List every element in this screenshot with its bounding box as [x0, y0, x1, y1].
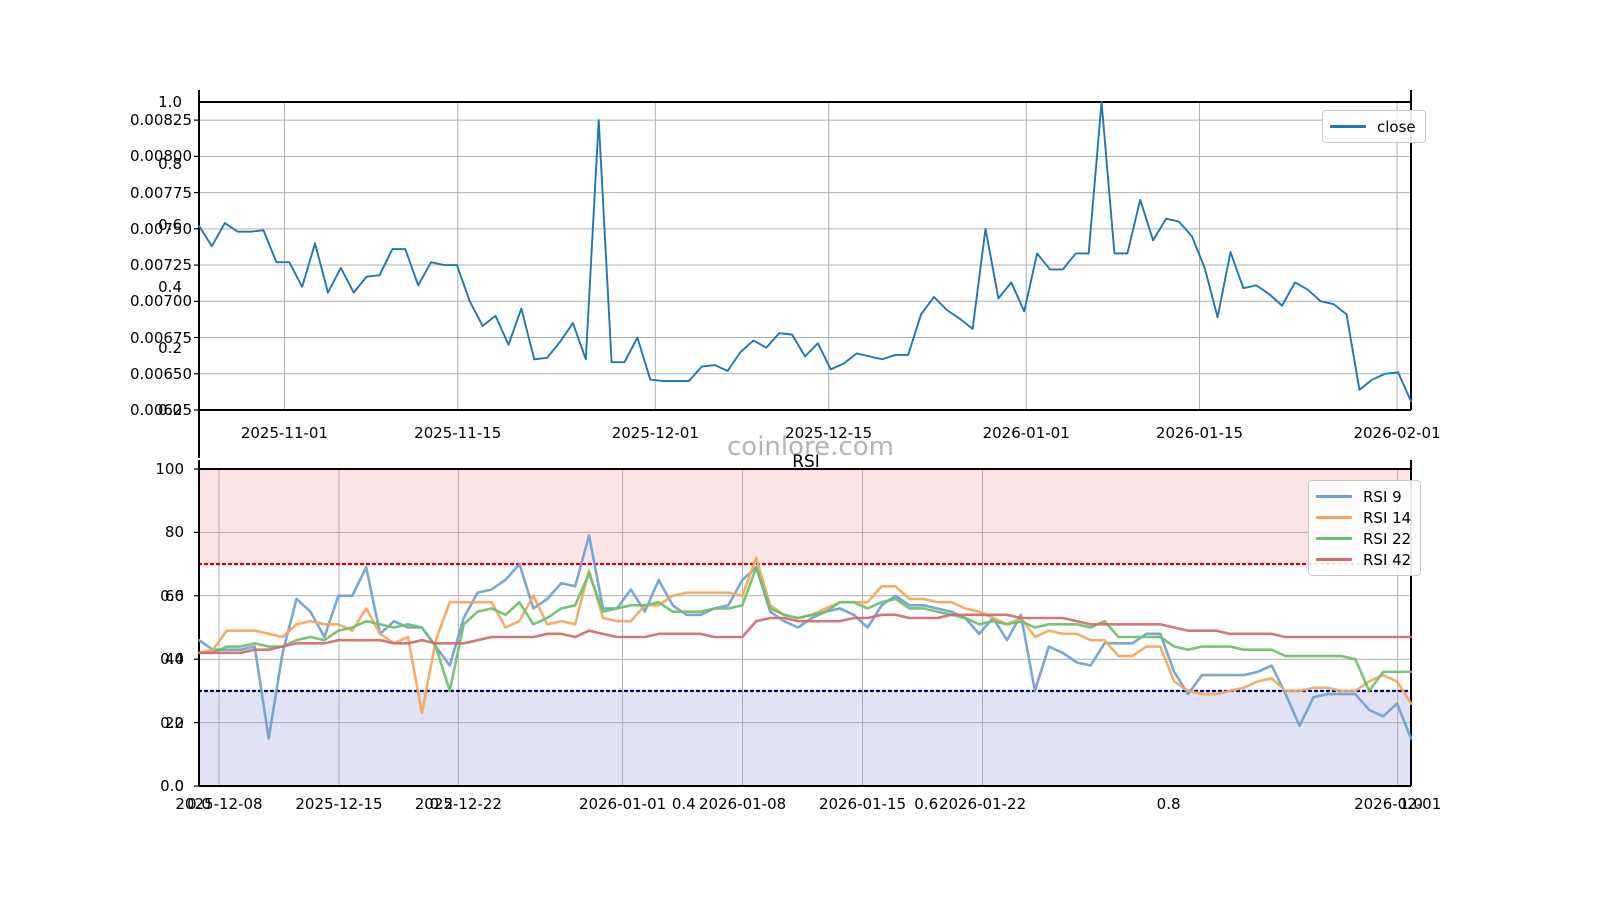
legend-color-swatch-icon	[1316, 558, 1352, 561]
axis-tick-label: 1.0	[1399, 795, 1423, 813]
rsi-plot-svg	[194, 460, 1413, 787]
axis-tick-label: 0.2	[158, 339, 182, 358]
axis-tick-label: 0.0	[160, 777, 184, 795]
axis-tick-label: 0.0	[187, 795, 211, 813]
axis-tick-label: 0.4	[671, 795, 696, 813]
axis-tick-label: 0.4	[158, 277, 182, 296]
watermark: coinlore.com	[727, 432, 894, 462]
axis-tick-label: 2026-02-01	[1353, 424, 1441, 442]
axis-tick-label: 0.00800	[129, 147, 192, 166]
axis-tick-label: 2026-01-01	[982, 424, 1070, 442]
axis-tick-label: 2026-01-01	[579, 795, 667, 813]
axis-tick-label: 0.00650	[129, 364, 192, 383]
axis-tick-label: 0.00675	[129, 328, 192, 347]
axis-tick-label: 2025-12-15	[785, 424, 873, 442]
axis-tick-label: 40	[164, 650, 184, 669]
axis-tick-label: 100	[155, 460, 184, 478]
axis-tick-label: 2025-12-22	[414, 795, 502, 813]
axis-tick-label: 0	[174, 777, 184, 795]
axis-tick-label: 0.4	[160, 650, 184, 669]
axis-tick-label: 0.8	[158, 154, 182, 173]
axis-tick-label: 0.00725	[129, 256, 192, 275]
axis-tick-label: 0.00775	[129, 183, 192, 202]
axis-tick-label: 0.00625	[129, 401, 192, 419]
legend-item-label: RSI 42	[1363, 550, 1412, 569]
axis-tick-label: 2026-01-15	[818, 795, 907, 813]
axis-tick-label: 0.00825	[129, 111, 192, 130]
axis-tick-label: 0.8	[1156, 795, 1181, 813]
rsi-legend[interactable]: RSI 9 RSI 14 RSI 22 RSI 42	[1308, 480, 1422, 576]
legend-color-swatch-icon	[1316, 495, 1352, 498]
price-chart-panel	[194, 90, 1412, 458]
axis-tick-label: 2025-12-08	[175, 795, 263, 813]
legend-color-swatch-icon	[1316, 537, 1352, 540]
axis-tick-label: 0.00750	[129, 219, 192, 238]
legend-item[interactable]: RSI 9	[1316, 486, 1411, 507]
axis-tick-label: 0.2	[429, 795, 454, 813]
legend-item-label: close	[1377, 117, 1416, 136]
axis-tick-label: 60	[164, 586, 184, 605]
legend-item-label: RSI 22	[1363, 529, 1412, 548]
legend-color-swatch-icon	[1330, 125, 1366, 128]
price-legend[interactable]: close	[1322, 110, 1426, 143]
price-plot-svg	[194, 90, 1412, 458]
axis-tick-label: 0.0	[158, 401, 182, 419]
axis-tick-label: 2025-11-15	[414, 424, 502, 442]
legend-item-label: RSI 14	[1363, 508, 1412, 527]
axis-tick-label: 20	[164, 713, 184, 732]
axis-tick-label: 1.0	[158, 93, 182, 111]
axis-tick-label: 0.6	[160, 586, 184, 605]
legend-item[interactable]: RSI 22	[1316, 528, 1411, 549]
axis-tick-label: 2025-12-01	[611, 424, 699, 442]
legend-item-label: RSI 9	[1363, 487, 1402, 506]
axis-tick-label: 2025-12-15	[295, 795, 383, 813]
legend-item[interactable]: RSI 42	[1316, 549, 1411, 570]
axis-tick-label: 2026-01-08	[698, 795, 787, 813]
axis-tick-label: 0.00700	[129, 292, 192, 311]
rsi-panel-title: RSI	[792, 452, 820, 472]
legend-item[interactable]: RSI 14	[1316, 507, 1411, 528]
axis-tick-label: 0.6	[158, 216, 182, 235]
axis-tick-label: 0.6	[914, 795, 939, 813]
axis-tick-label: 2026-02-01	[1354, 795, 1442, 813]
legend-color-swatch-icon	[1316, 516, 1352, 519]
axis-tick-label: 2026-01-15	[1155, 424, 1244, 442]
axis-tick-label: 0.2	[160, 713, 184, 732]
rsi-chart-panel	[0, 460, 1600, 900]
axis-tick-label: 2025-11-01	[240, 424, 329, 442]
axis-tick-label: 80	[164, 523, 184, 542]
axis-tick-label: 2026-01-22	[938, 795, 1027, 813]
legend-item[interactable]: close	[1330, 116, 1416, 137]
